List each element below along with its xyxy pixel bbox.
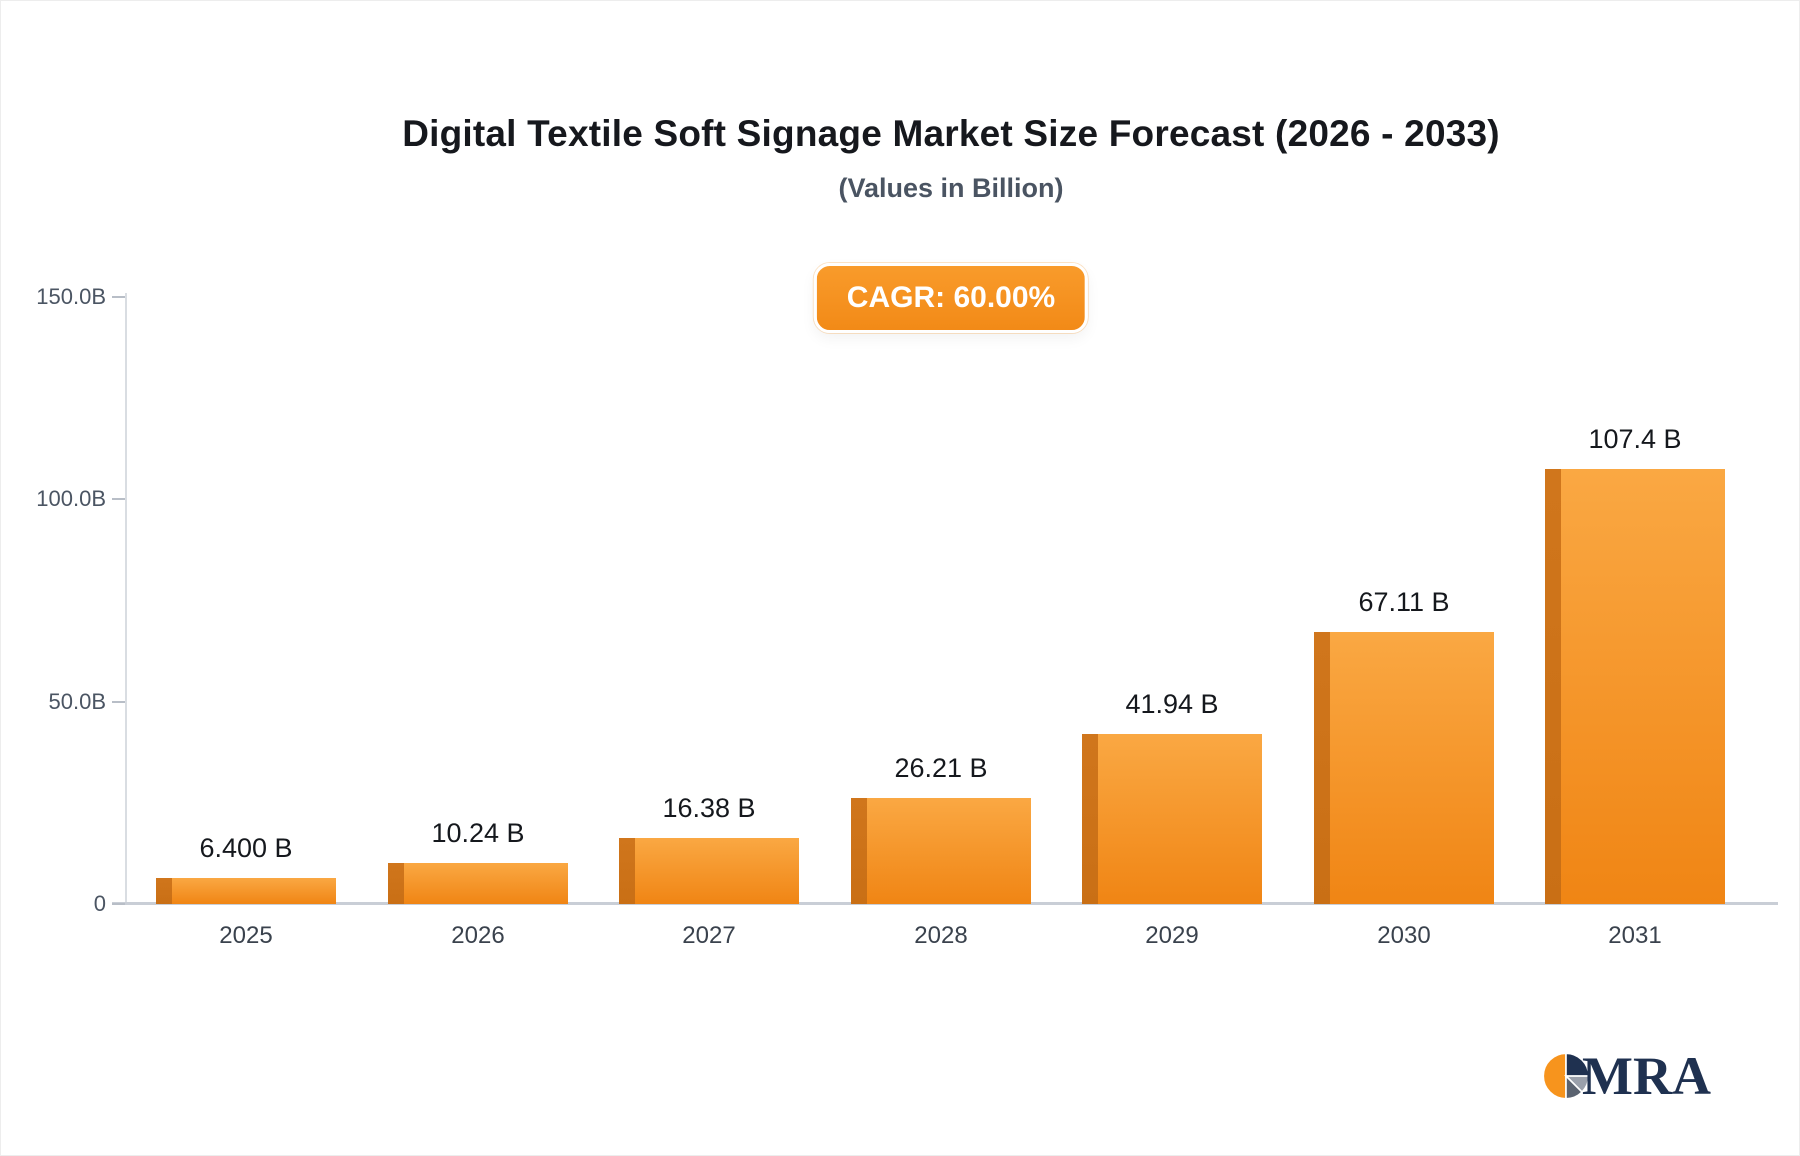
bar-value-label: 41.94 B [1125,689,1219,719]
bar [388,863,568,904]
bar-face [404,863,568,904]
y-tick-mark [112,498,125,501]
bar-side [1545,469,1561,904]
bar [851,798,1031,904]
y-tick-label: 150.0B [36,284,106,309]
y-tick-label: 0 [93,891,106,916]
bar-face [1330,632,1494,904]
pie-circle-icon [1542,1052,1590,1100]
bar-side [1082,734,1098,904]
chart-title: Digital Textile Soft Signage Market Size… [402,113,1500,154]
bar-side [619,838,635,904]
bar [1082,734,1262,904]
bar-value-label: 6.400 B [199,833,293,863]
y-tick-label: 100.0B [36,486,106,512]
y-tick-mark [112,700,125,703]
bar-side [156,878,172,904]
x-tick-label: 2026 [451,922,505,949]
bar-value-label: 26.21 B [894,753,988,783]
x-tick-label: 2030 [1377,922,1431,949]
bar-side [851,798,867,904]
bar-side [1314,632,1330,904]
y-axis-line [125,293,127,904]
bar-side [388,863,404,904]
x-tick-label: 2025 [219,922,273,949]
bar-value-label: 67.11 B [1358,587,1450,617]
chart-subtitle: (Values in Billion) [838,173,1064,203]
y-tick-label: 50.0B [48,688,107,714]
bar-face [1098,734,1262,904]
bar [1314,632,1494,904]
bar-face [1561,469,1725,904]
bar [1545,469,1725,904]
x-tick-label: 2031 [1608,922,1662,949]
bar-value-label: 10.24 B [431,818,525,848]
x-tick-label: 2029 [1145,922,1199,949]
bar [619,838,799,904]
bar-face [867,798,1031,904]
cagr-badge: CAGR: 60.00% [813,263,1089,333]
y-tick-mark [112,903,125,905]
bar-face [172,878,336,904]
bar-value-label: 16.38 B [662,793,756,823]
logo: MRA [1540,1049,1711,1103]
bar [156,878,336,904]
logo-text: MRA [1582,1046,1711,1106]
x-tick-label: 2027 [682,922,736,949]
bar-face [635,838,799,904]
x-tick-label: 2028 [914,922,968,949]
y-tick-mark [112,296,125,298]
bar-value-label: 107.4 B [1588,424,1682,454]
